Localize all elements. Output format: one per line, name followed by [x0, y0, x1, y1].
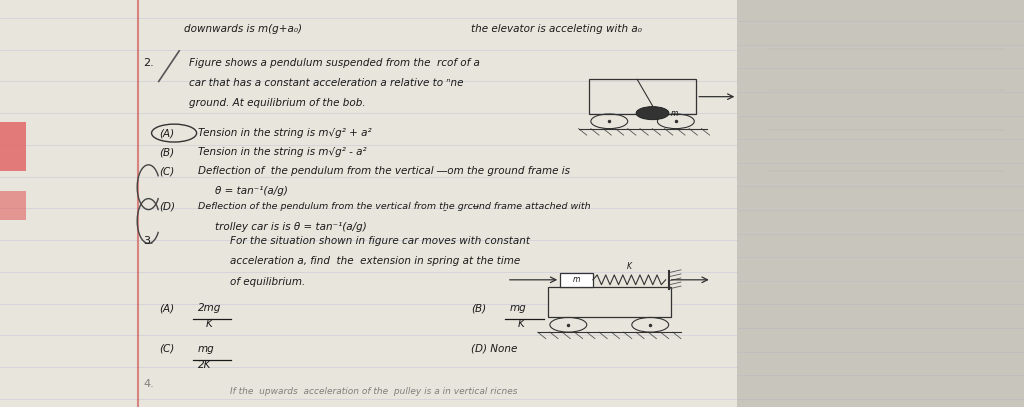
Text: 4.: 4. [143, 379, 154, 389]
Text: (D): (D) [159, 201, 175, 212]
Text: 2.: 2. [143, 58, 154, 68]
Text: (B): (B) [471, 303, 486, 313]
Text: car that has a constant acceleration a relative to ⁿne: car that has a constant acceleration a r… [189, 78, 464, 88]
Text: downwards is m(g+a₀): downwards is m(g+a₀) [184, 24, 302, 35]
Text: mg: mg [198, 344, 214, 354]
Text: (C): (C) [159, 344, 174, 354]
Bar [589, 79, 696, 114]
Text: (A): (A) [159, 128, 174, 138]
Text: m: m [671, 109, 678, 118]
Bar [560, 273, 593, 287]
Text: (A): (A) [159, 303, 174, 313]
Text: (D) None: (D) None [471, 344, 517, 354]
Text: Deflection of the pendulum from the vertical ḟrom tẖe grcʉnd frame attached with: Deflection of the pendulum from the vert… [198, 201, 590, 211]
Text: trolley car is is θ = tan⁻¹(a/g): trolley car is is θ = tan⁻¹(a/g) [215, 222, 367, 232]
Text: ground. At equilibrium of the bob.: ground. At equilibrium of the bob. [189, 98, 366, 109]
Text: mg: mg [510, 303, 526, 313]
Text: (B): (B) [159, 147, 174, 158]
Text: Deflection of  the pendulum from the vertical ―om the ground frame is: Deflection of the pendulum from the vert… [198, 166, 569, 176]
Bar [737, 0, 1024, 407]
Text: the elevator is acceleting with a₀: the elevator is acceleting with a₀ [471, 24, 642, 35]
Bar [0, 122, 26, 171]
Circle shape [636, 107, 669, 120]
Text: Tension in the string is m√g² - a²: Tension in the string is m√g² - a² [198, 147, 367, 158]
Text: 3.: 3. [143, 236, 154, 246]
Text: For the situation shown in figure car moves with constant: For the situation shown in figure car mo… [230, 236, 530, 246]
Text: K: K [206, 319, 213, 330]
Bar [0, 191, 26, 220]
Text: If the  upwards  acceleration of the  pulley is a in vertical ricnes: If the upwards acceleration of the pulle… [230, 387, 518, 396]
Text: m: m [572, 275, 581, 284]
Text: K: K [518, 319, 525, 330]
Bar [0, 0, 737, 407]
Text: Tension in the string is m√g² + a²: Tension in the string is m√g² + a² [198, 128, 372, 138]
Text: acceleration a, find  the  extension in spring at the time: acceleration a, find the extension in sp… [230, 256, 520, 267]
Text: 2K: 2K [198, 360, 211, 370]
Text: K: K [627, 262, 632, 271]
Bar [548, 287, 671, 317]
Text: (C): (C) [159, 166, 174, 176]
Text: θ = tan⁻¹(a/g): θ = tan⁻¹(a/g) [215, 186, 288, 196]
Text: Figure shows a pendulum suspended from the  rcof of a: Figure shows a pendulum suspended from t… [189, 58, 480, 68]
Text: 2mg: 2mg [198, 303, 221, 313]
Text: of equilibrium.: of equilibrium. [230, 277, 305, 287]
